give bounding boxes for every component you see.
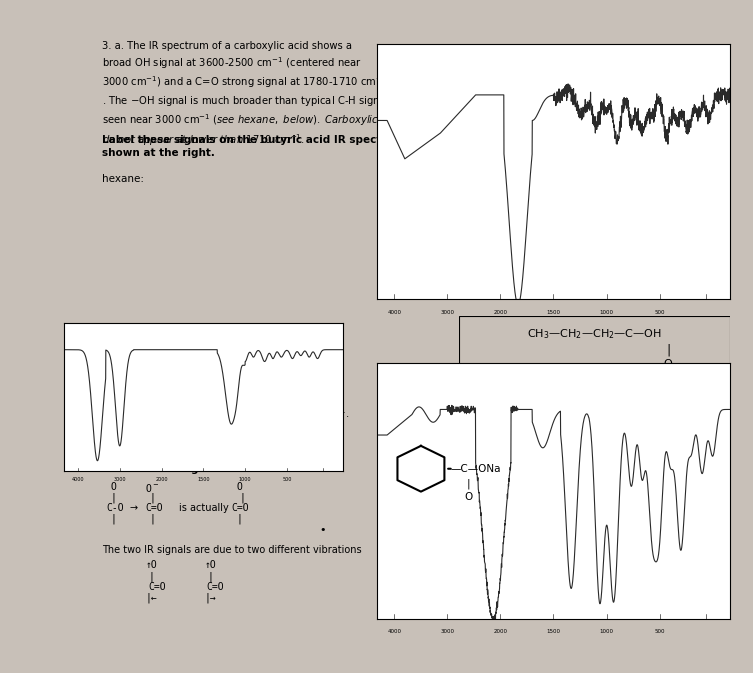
Text: 4000: 4000 (72, 477, 84, 482)
Text: |: | (666, 343, 670, 356)
Text: 3000: 3000 (114, 477, 126, 482)
Text: O$^-$: O$^-$ (145, 482, 160, 494)
Text: |←: |← (146, 592, 157, 603)
Text: 4000: 4000 (387, 629, 401, 635)
Text: O: O (236, 482, 242, 492)
Text: 1500: 1500 (547, 310, 560, 315)
Text: 4000: 4000 (387, 310, 401, 315)
Text: |→: |→ (204, 592, 216, 603)
Text: The two IR signals are due to two different vibrations: The two IR signals are due to two differ… (102, 545, 362, 555)
Text: |: | (207, 571, 213, 581)
Text: C=O: C=O (148, 582, 166, 592)
Text: C=O: C=O (232, 503, 249, 513)
Text: 1000: 1000 (239, 477, 252, 482)
Text: |: | (150, 514, 156, 524)
Text: 3000: 3000 (441, 310, 454, 315)
Text: C-O: C-O (107, 503, 124, 513)
Text: |: | (239, 493, 245, 503)
Text: 2000: 2000 (493, 629, 508, 635)
Text: |: | (110, 493, 116, 503)
Text: 2000: 2000 (155, 477, 168, 482)
Text: |: | (150, 493, 156, 503)
Text: 500: 500 (654, 629, 665, 635)
Text: O: O (663, 359, 672, 369)
Text: ↑O: ↑O (204, 559, 216, 569)
Text: |: | (467, 479, 470, 489)
Text: —C—ONa: —C—ONa (451, 464, 501, 474)
Text: 3. a. The IR spectrum of a carboxylic acid shows a
broad OH signal at 3600-2500 : 3. a. The IR spectrum of a carboxylic ac… (102, 40, 415, 148)
Text: 1500: 1500 (547, 629, 560, 635)
Bar (459, 316, 730, 377)
Text: |: | (110, 514, 116, 524)
Text: 2000: 2000 (493, 310, 508, 315)
Text: b. The IR spectrum of a carboxylate anion
shows a signal due to a resonance
stab: b. The IR spectrum of a carboxylate anio… (102, 341, 349, 457)
Text: C=O: C=O (206, 582, 224, 592)
Text: hexane:: hexane: (102, 174, 145, 184)
Text: Label these signals on the butyric acid IR spectrum
shown at the right.: Label these signals on the butyric acid … (102, 135, 405, 158)
Text: C=O: C=O (145, 503, 163, 513)
Text: is actually: is actually (178, 503, 228, 513)
Text: →: → (130, 503, 138, 513)
Text: •: • (319, 525, 326, 534)
Text: O: O (110, 482, 116, 492)
Text: 500: 500 (654, 310, 665, 315)
Text: 1000: 1000 (599, 629, 614, 635)
Text: O: O (465, 493, 472, 502)
Text: |: | (149, 571, 154, 581)
Text: 3000: 3000 (441, 629, 454, 635)
Text: Label these signals on the IR spectrum
shown at the right.: Label these signals on the IR spectrum s… (102, 451, 331, 474)
Text: 1500: 1500 (197, 477, 209, 482)
Text: ↑O: ↑O (146, 559, 157, 569)
Text: |: | (236, 514, 242, 524)
Text: 500: 500 (282, 477, 291, 482)
Text: 1000: 1000 (599, 310, 614, 315)
Text: CH$_3$—CH$_2$—CH$_2$—C—OH: CH$_3$—CH$_2$—CH$_2$—C—OH (527, 328, 663, 341)
